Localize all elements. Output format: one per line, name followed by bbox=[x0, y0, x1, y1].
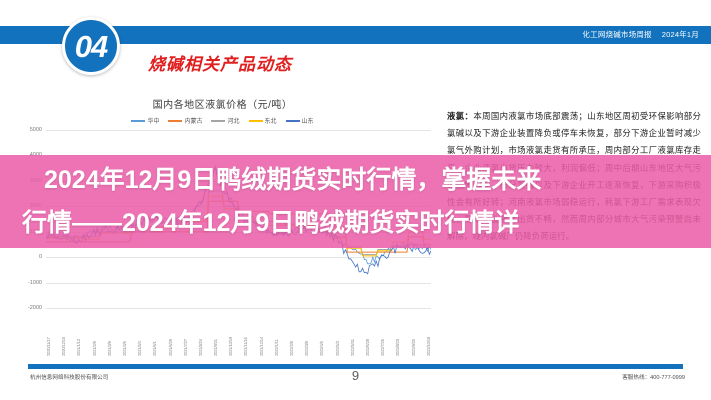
chart-x-tick-label: 2021/11/16 bbox=[243, 337, 249, 356]
chart-y-tick-label: 0 bbox=[38, 254, 42, 261]
chart-y-tick-label: -2000 bbox=[27, 305, 42, 311]
header-meta: 化工网烧碱市场周报 2024年1月 bbox=[582, 29, 699, 40]
chart-x-tick-label: 2022/5/31 bbox=[349, 339, 355, 356]
legend-swatch-icon bbox=[168, 119, 183, 122]
chart-x-tick-label: 2022/3/8 bbox=[304, 341, 310, 356]
chart-x-tick-label: 2021/8/24 bbox=[197, 339, 203, 356]
legend-swatch-icon bbox=[131, 119, 146, 122]
chart-y-tick-label: 5000 bbox=[29, 127, 42, 133]
legend-swatch-icon bbox=[285, 119, 300, 122]
legend-item-1: 内蒙古 bbox=[168, 116, 202, 125]
footer-company: 杭州信息网络科技股份有限公司 bbox=[30, 375, 109, 381]
footer-page-number: 9 bbox=[351, 368, 360, 383]
chart-x-tick-label: 2021/5/4 bbox=[137, 341, 143, 356]
report-date: 2024年1月 bbox=[661, 30, 699, 39]
chart-x-tick-label: 2022/9/20 bbox=[410, 339, 416, 356]
section-number: 04 bbox=[74, 28, 108, 64]
legend-swatch-icon bbox=[248, 119, 263, 122]
legend-item-4: 山东 bbox=[285, 116, 314, 125]
chart-x-tick-label: 2021/12/14 bbox=[258, 337, 264, 356]
legend-item-2: 河北 bbox=[211, 116, 240, 125]
chart-x-tick-label: 2022/5/3 bbox=[334, 341, 340, 356]
chart-x-tick-label: 2022/7/26 bbox=[380, 339, 386, 356]
legend-item-0: 华中 bbox=[131, 116, 159, 125]
legend-label: 华中 bbox=[147, 119, 160, 125]
chart-gridline bbox=[46, 282, 431, 284]
chart-legend: 华中 内蒙古 河北 东北 山东 bbox=[10, 116, 435, 125]
chart-x-tick-label: 2022/8/23 bbox=[395, 339, 401, 356]
chart-gridline bbox=[46, 308, 431, 309]
chart-x-tick-label: 2021/1/12 bbox=[76, 339, 82, 356]
section-title: 烧碱相关产品动态 bbox=[148, 55, 292, 74]
chart-x-tick-label: 2020/11/17 bbox=[46, 337, 51, 356]
chart-x-axis: 2020/11/17 2020/12/15 2021/1/12 2021/2/9 202… bbox=[46, 310, 431, 356]
legend-label: 山东 bbox=[301, 119, 314, 125]
chart-x-tick-label: 2021/10/19 bbox=[228, 337, 234, 356]
chart-gridline bbox=[46, 257, 431, 259]
overlay-title-line2: 行情——2024年12月9日鸭绒期货实时行情详 bbox=[22, 209, 520, 237]
overlay-banner bbox=[0, 155, 711, 248]
legend-swatch-icon bbox=[211, 119, 226, 122]
chart-x-tick-label: 2021/9/21 bbox=[213, 339, 219, 356]
chart-y-tick-label: -1000 bbox=[27, 279, 42, 286]
legend-label: 东北 bbox=[264, 119, 277, 125]
section-number-badge: 04 bbox=[62, 17, 120, 75]
chart-x-tick-label: 2021/6/29 bbox=[167, 339, 173, 356]
article-lead-label: 液氯： bbox=[447, 111, 474, 121]
legend-label: 内蒙古 bbox=[184, 119, 203, 125]
chart-x-tick-label: 2022/4/5 bbox=[319, 341, 325, 356]
chart-x-tick-label: 2021/2/9 bbox=[91, 341, 97, 356]
overlay-title: 2024年12月9日鸭绒期货实时行情，掌握未来 行情——2024年12月9日鸭绒… bbox=[0, 159, 711, 245]
chart-x-tick-label: 2021/6/1 bbox=[152, 341, 158, 356]
report-name: 化工网烧碱市场周报 bbox=[582, 30, 652, 39]
chart-x-tick-label: 2021/4/6 bbox=[121, 341, 127, 356]
overlay-title-line1: 2024年12月9日鸭绒期货实时行情，掌握未来 bbox=[44, 166, 542, 194]
chart-x-tick-label: 2022/2/8 bbox=[289, 341, 294, 356]
chart-x-tick-label: 2021/7/27 bbox=[182, 339, 188, 356]
header-bar bbox=[0, 26, 711, 44]
chart-title: 国内各地区液氯价格（元/吨） bbox=[152, 100, 293, 111]
chart-x-tick-label: 2021/3/9 bbox=[106, 341, 112, 356]
chart-x-tick-label: 2022/1/11 bbox=[273, 339, 279, 356]
footer-hotline: 客服热线：400-777-0999 bbox=[622, 375, 685, 381]
legend-item-3: 东北 bbox=[248, 116, 277, 125]
chart-x-tick-label: 2022/10/18 bbox=[425, 337, 431, 356]
chart-x-tick-label: 2022/6/28 bbox=[364, 339, 370, 356]
chart-x-tick-label: 2020/12/15 bbox=[61, 337, 67, 356]
chart-gridline bbox=[46, 130, 431, 131]
footer-rule bbox=[28, 364, 683, 369]
legend-label: 河北 bbox=[227, 119, 240, 125]
